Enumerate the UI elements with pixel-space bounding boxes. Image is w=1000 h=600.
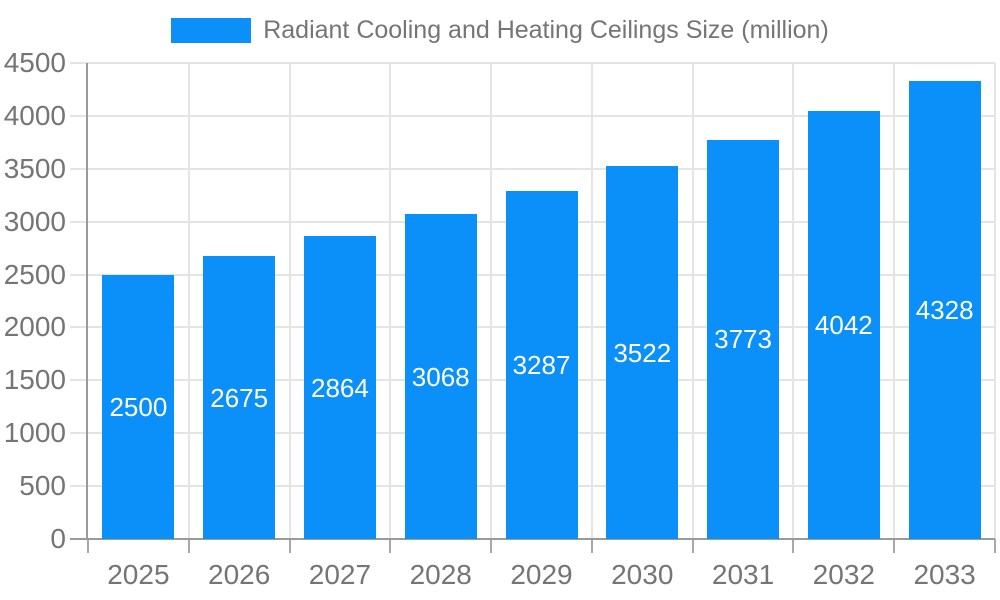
y-axis-label: 1000	[3, 417, 66, 449]
y-axis-label: 4000	[3, 99, 66, 131]
y-axis-label: 500	[19, 470, 66, 502]
x-axis-tick	[87, 539, 89, 553]
bar-value-label: 2864	[311, 372, 369, 403]
x-axis-label: 2028	[409, 559, 472, 590]
y-axis-label: 3500	[3, 152, 66, 184]
bar-2025: 2500	[102, 274, 175, 539]
y-gridline	[70, 114, 995, 117]
x-axis-label: 2027	[308, 559, 372, 590]
y-axis-label: 1500	[3, 364, 66, 396]
y-gridline	[70, 62, 995, 64]
bar-value-label: 4042	[814, 310, 873, 341]
x-gridline	[187, 63, 190, 539]
x-gridline	[691, 63, 694, 539]
x-axis-label: 2030	[611, 559, 674, 590]
y-axis-label: 3000	[3, 205, 66, 237]
x-axis-label: 2026	[208, 559, 271, 590]
y-axis-label: 0	[50, 523, 66, 554]
x-axis-label: 2031	[711, 559, 775, 590]
x-gridline	[389, 63, 392, 539]
bar-value-label: 4328	[915, 295, 974, 326]
chart-legend[interactable]: Radiant Cooling and Heating Ceilings Siz…	[0, 16, 1000, 44]
bar-2031: 3773	[707, 139, 780, 539]
bar-2027: 2864	[303, 236, 376, 539]
y-axis-label: 2000	[3, 311, 66, 343]
x-gridline	[288, 63, 291, 539]
bar-2026: 2675	[203, 256, 276, 539]
bar-value-label: 2500	[109, 391, 168, 422]
y-axis-line	[86, 63, 88, 539]
x-axis-tick	[994, 539, 996, 553]
x-axis-tick	[490, 539, 493, 553]
bar-value-label: 3773	[714, 324, 772, 355]
bar-value-label: 3068	[411, 361, 470, 392]
x-axis-tick	[590, 539, 593, 553]
bar-value-label: 2675	[210, 382, 269, 413]
x-gridline	[792, 63, 795, 539]
x-axis-label: 2025	[107, 559, 170, 590]
legend-swatch-icon	[171, 17, 252, 43]
x-gridline	[590, 63, 593, 539]
bar-value-label: 3522	[613, 337, 672, 368]
x-axis-label: 2029	[510, 559, 573, 590]
bar-value-label: 3287	[512, 350, 571, 381]
x-axis-label: 2032	[812, 559, 875, 590]
y-gridline	[70, 167, 995, 170]
x-gridline	[490, 63, 493, 539]
x-gridline	[994, 63, 996, 539]
x-axis-tick	[792, 539, 795, 553]
x-axis-tick	[187, 539, 190, 553]
x-gridline	[893, 63, 896, 539]
x-axis-tick	[288, 539, 291, 553]
bar-2032: 4042	[807, 111, 880, 539]
x-axis-label: 2033	[913, 559, 976, 590]
y-axis-label: 4500	[3, 47, 66, 78]
bar-2028: 3068	[404, 214, 477, 539]
y-axis-label: 2500	[3, 258, 66, 290]
bar-2030: 3522	[606, 166, 679, 539]
x-axis-line	[70, 538, 995, 540]
x-axis-tick	[389, 539, 392, 553]
x-axis-tick	[893, 539, 896, 553]
x-axis-tick	[691, 539, 694, 553]
legend-title: Radiant Cooling and Heating Ceilings Siz…	[263, 15, 829, 44]
bar-2029: 3287	[505, 191, 578, 539]
bar-2033: 4328	[908, 81, 981, 539]
